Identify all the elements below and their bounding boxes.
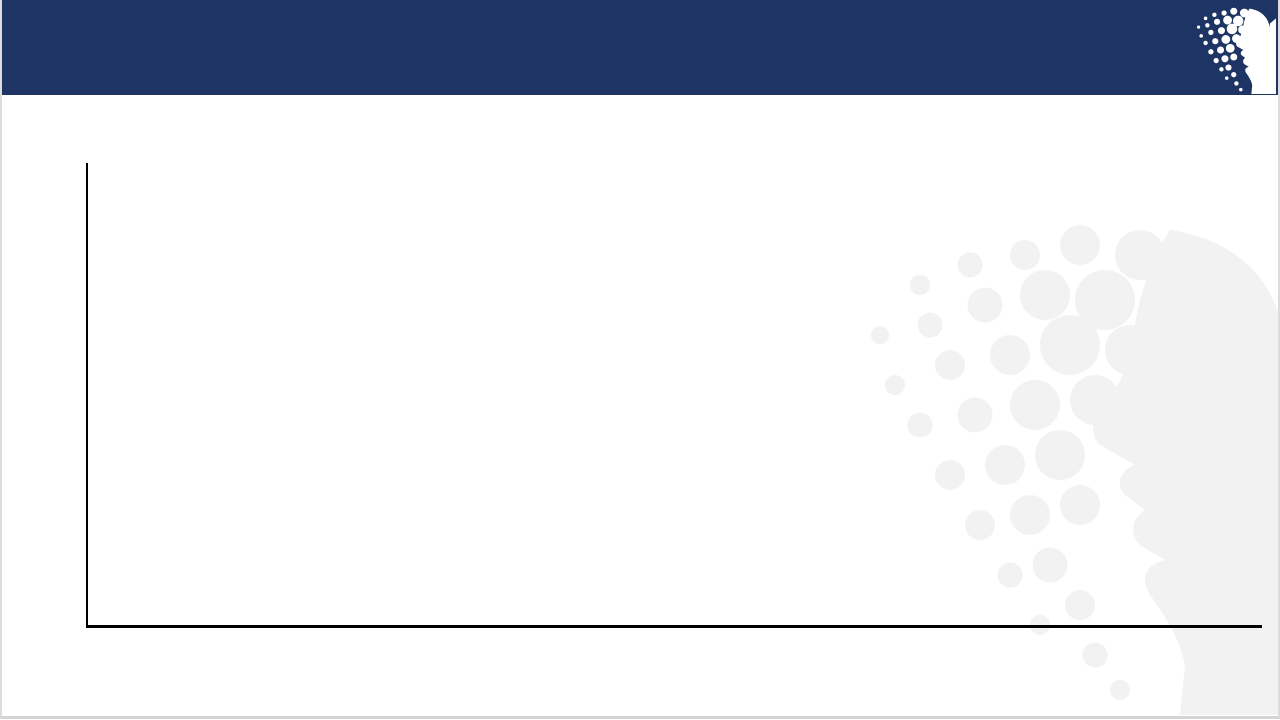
- plot-area: [86, 163, 1262, 628]
- wiseguy-head-icon: [1196, 7, 1276, 94]
- header-bar: [0, 0, 1280, 95]
- wiseguy-logo: [1190, 0, 1280, 95]
- x-axis-line: [86, 625, 1262, 628]
- wiseguy-logo-text: [1190, 46, 1194, 50]
- chart-canvas: [0, 95, 1280, 720]
- y-axis-line: [86, 163, 88, 628]
